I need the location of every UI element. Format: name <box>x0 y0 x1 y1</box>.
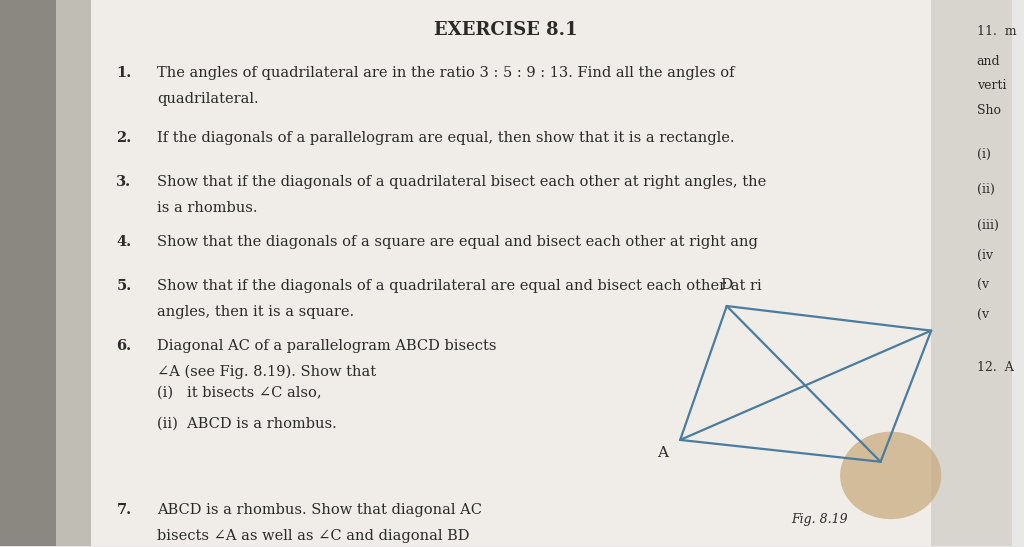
Text: and: and <box>977 55 1000 68</box>
Text: is a rhombus.: is a rhombus. <box>157 201 257 215</box>
Text: verti: verti <box>977 79 1007 92</box>
Text: ∠A (see Fig. 8.19). Show that: ∠A (see Fig. 8.19). Show that <box>157 365 376 380</box>
Bar <box>931 0 1012 546</box>
Text: Show that the diagonals of a square are equal and bisect each other at right ang: Show that the diagonals of a square are … <box>157 235 758 249</box>
Text: (i): (i) <box>977 148 990 161</box>
Text: Show that if the diagonals of a quadrilateral are equal and bisect each other at: Show that if the diagonals of a quadrila… <box>157 279 762 293</box>
Text: 11.  m: 11. m <box>977 25 1017 38</box>
Text: quadrilateral.: quadrilateral. <box>157 92 258 106</box>
Text: (iii): (iii) <box>977 219 998 231</box>
Ellipse shape <box>840 432 941 519</box>
Text: 6.: 6. <box>117 339 131 353</box>
Text: A: A <box>657 446 668 461</box>
Text: The angles of quadrilateral are in the ratio 3 : 5 : 9 : 13. Find all the angles: The angles of quadrilateral are in the r… <box>157 66 734 79</box>
Text: EXERCISE 8.1: EXERCISE 8.1 <box>434 21 578 39</box>
Text: angles, then it is a square.: angles, then it is a square. <box>157 305 354 319</box>
Text: 4.: 4. <box>117 235 131 249</box>
Text: (ii)  ABCD is a rhombus.: (ii) ABCD is a rhombus. <box>157 416 337 430</box>
Text: (i)   it bisects ∠C also,: (i) it bisects ∠C also, <box>157 385 322 399</box>
Text: bisects ∠A as well as ∠C and diagonal BD: bisects ∠A as well as ∠C and diagonal BD <box>157 529 469 543</box>
Text: Diagonal AC of a parallelogram ABCD bisects: Diagonal AC of a parallelogram ABCD bise… <box>157 339 497 353</box>
Text: Show that if the diagonals of a quadrilateral bisect each other at right angles,: Show that if the diagonals of a quadrila… <box>157 175 766 189</box>
Text: Fig. 8.19: Fig. 8.19 <box>792 513 848 526</box>
Bar <box>0 0 55 546</box>
Text: ABCD is a rhombus. Show that diagonal AC: ABCD is a rhombus. Show that diagonal AC <box>157 503 482 517</box>
Text: (iv: (iv <box>977 249 993 261</box>
Text: (v: (v <box>977 309 989 322</box>
Text: (v: (v <box>977 279 989 292</box>
Text: If the diagonals of a parallelogram are equal, then show that it is a rectangle.: If the diagonals of a parallelogram are … <box>157 131 734 145</box>
Text: 2.: 2. <box>117 131 132 145</box>
Text: 12.  A: 12. A <box>977 360 1014 374</box>
Text: D: D <box>721 278 733 292</box>
Text: 3.: 3. <box>117 175 131 189</box>
Text: Sho: Sho <box>977 104 1000 117</box>
Text: 7.: 7. <box>117 503 131 517</box>
Text: 1.: 1. <box>117 66 132 79</box>
Text: (ii): (ii) <box>977 183 994 196</box>
Bar <box>55 0 96 546</box>
Text: 5.: 5. <box>117 279 132 293</box>
Bar <box>91 0 931 546</box>
